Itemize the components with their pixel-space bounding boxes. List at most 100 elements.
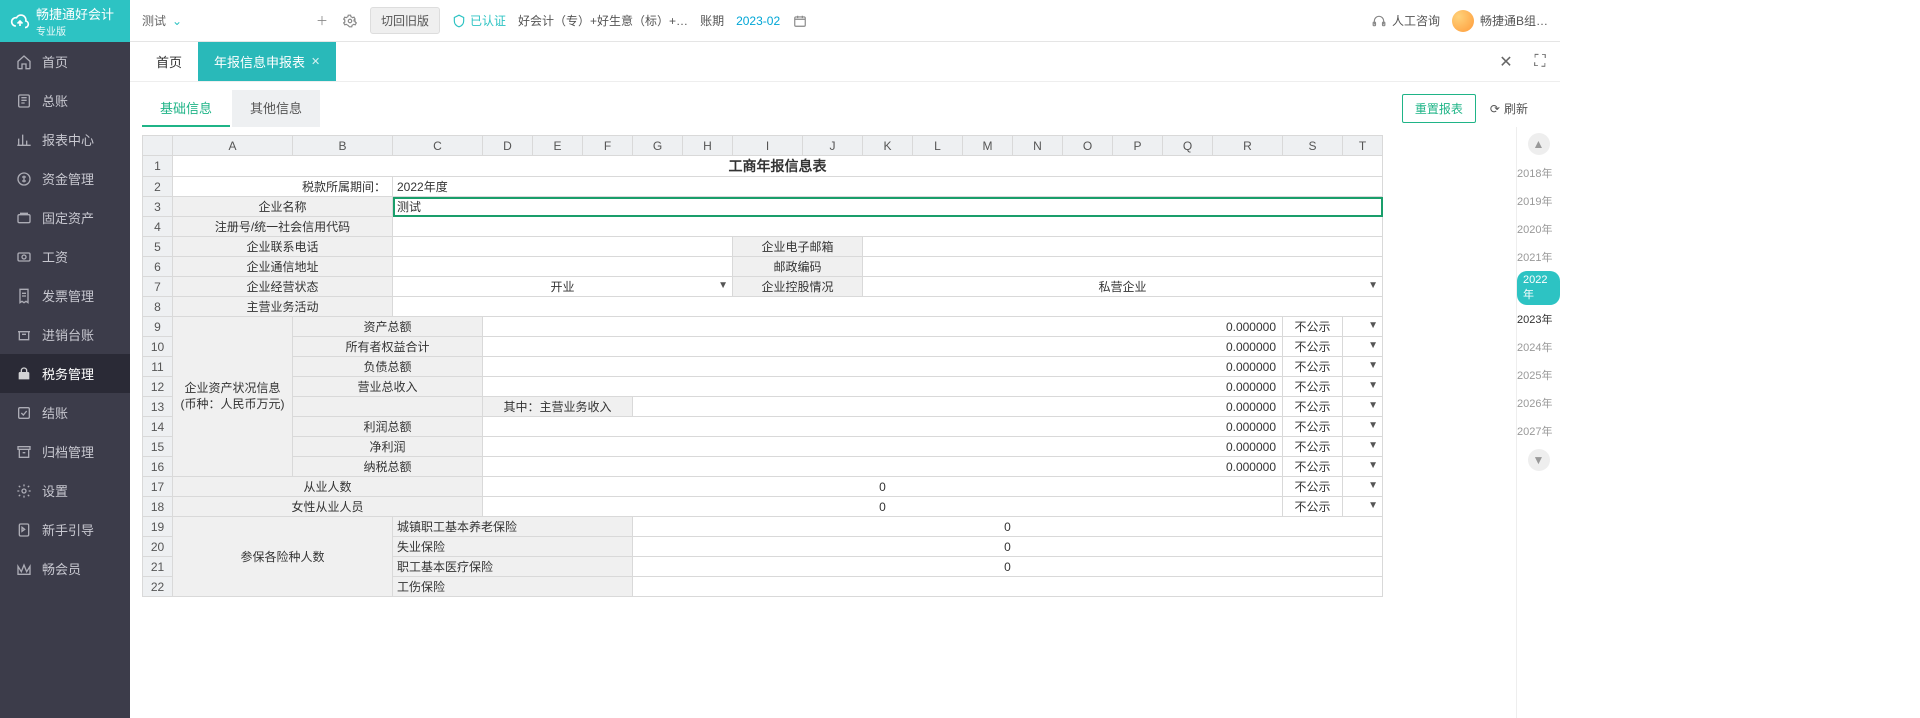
row-header[interactable]: 12 — [143, 377, 173, 397]
company-name-cell[interactable]: 测试 — [393, 197, 1383, 217]
row-header[interactable]: 4 — [143, 217, 173, 237]
caret-cell[interactable]: ▼ — [1343, 417, 1383, 437]
switch-old-button[interactable]: 切回旧版 — [370, 7, 440, 34]
sidebar-item-settings[interactable]: 设置 — [0, 471, 130, 510]
col-header[interactable]: S — [1283, 136, 1343, 156]
disclose-dropdown[interactable]: 不公示 — [1283, 417, 1343, 437]
insurance-value[interactable] — [633, 577, 1383, 597]
row-header[interactable]: 9 — [143, 317, 173, 337]
col-header[interactable]: A — [173, 136, 293, 156]
reset-button[interactable]: 重置报表 — [1402, 94, 1476, 123]
holding-dropdown[interactable]: 私营企业▼ — [863, 277, 1383, 297]
sidebar-item-report[interactable]: 报表中心 — [0, 120, 130, 159]
certified-badge[interactable]: 已认证 — [452, 12, 506, 29]
sidebar-item-invoice[interactable]: 发票管理 — [0, 276, 130, 315]
employees-value[interactable]: 0 — [483, 477, 1283, 497]
period-selector[interactable]: 2023-02 — [736, 14, 780, 28]
sidebar-item-tax[interactable]: 税务管理 — [0, 354, 130, 393]
col-header[interactable]: N — [1013, 136, 1063, 156]
col-header[interactable]: F — [583, 136, 633, 156]
col-header[interactable]: D — [483, 136, 533, 156]
metric-value[interactable]: 0.000000 — [483, 417, 1283, 437]
caret-cell[interactable]: ▼ — [1343, 317, 1383, 337]
disclose-dropdown[interactable]: 不公示 — [1283, 437, 1343, 457]
year-item[interactable]: 2020年 — [1517, 215, 1560, 243]
row-header[interactable]: 16 — [143, 457, 173, 477]
row-header[interactable]: 2 — [143, 177, 173, 197]
row-header[interactable]: 13 — [143, 397, 173, 417]
disclose-dropdown[interactable]: 不公示 — [1283, 337, 1343, 357]
metric-value[interactable]: 0.000000 — [483, 337, 1283, 357]
caret-cell[interactable]: ▼ — [1343, 337, 1383, 357]
caret-cell[interactable]: ▼ — [1343, 477, 1383, 497]
sidebar-item-fund[interactable]: 资金管理 — [0, 159, 130, 198]
calendar-icon[interactable] — [792, 13, 808, 29]
disclose-dropdown[interactable]: 不公示 — [1283, 457, 1343, 477]
col-header[interactable]: O — [1063, 136, 1113, 156]
row-header[interactable]: 18 — [143, 497, 173, 517]
subtab-other[interactable]: 其他信息 — [232, 90, 320, 127]
metric-value[interactable]: 0.000000 — [483, 437, 1283, 457]
row-header[interactable]: 14 — [143, 417, 173, 437]
reg-code-cell[interactable] — [393, 217, 1383, 237]
metric-value[interactable]: 0.000000 — [633, 397, 1283, 417]
year-up-icon[interactable]: ▲ — [1528, 133, 1550, 155]
caret-cell[interactable]: ▼ — [1343, 457, 1383, 477]
col-header[interactable]: P — [1113, 136, 1163, 156]
postcode-cell[interactable] — [863, 257, 1383, 277]
year-item[interactable]: 2024年 — [1517, 333, 1560, 361]
row-header[interactable]: 21 — [143, 557, 173, 577]
subtab-basic[interactable]: 基础信息 — [142, 90, 230, 127]
tab-home[interactable]: 首页 — [140, 42, 198, 81]
insurance-value[interactable]: 0 — [633, 517, 1383, 537]
phone-cell[interactable] — [393, 237, 733, 257]
caret-cell[interactable]: ▼ — [1343, 437, 1383, 457]
company-selector[interactable]: 测试 ⌄ — [142, 12, 302, 29]
close-icon[interactable]: ✕ — [311, 55, 320, 68]
row-header[interactable]: 8 — [143, 297, 173, 317]
add-icon[interactable]: ＋ — [314, 13, 330, 29]
refresh-button[interactable]: ⟳ 刷新 — [1490, 100, 1528, 117]
email-cell[interactable] — [863, 237, 1383, 257]
year-item[interactable]: 2027年 — [1517, 417, 1560, 445]
sidebar-item-home[interactable]: 首页 — [0, 42, 130, 81]
sidebar-item-asset[interactable]: 固定资产 — [0, 198, 130, 237]
sheet-scroll[interactable]: A B C D E F G H I J K L M — [130, 127, 1516, 718]
caret-cell[interactable]: ▼ — [1343, 357, 1383, 377]
col-header[interactable]: R — [1213, 136, 1283, 156]
year-item[interactable]: 2022年 — [1517, 271, 1560, 305]
disclose-dropdown[interactable]: 不公示 — [1283, 377, 1343, 397]
row-header[interactable]: 5 — [143, 237, 173, 257]
col-header[interactable]: B — [293, 136, 393, 156]
metric-value[interactable]: 0.000000 — [483, 457, 1283, 477]
row-header[interactable]: 6 — [143, 257, 173, 277]
female-value[interactable]: 0 — [483, 497, 1283, 517]
caret-cell[interactable]: ▼ — [1343, 397, 1383, 417]
disclose-dropdown[interactable]: 不公示 — [1283, 477, 1343, 497]
col-header[interactable]: K — [863, 136, 913, 156]
user-menu[interactable]: 畅捷通B组… — [1452, 10, 1548, 32]
sidebar-item-archive[interactable]: 归档管理 — [0, 432, 130, 471]
main-biz-cell[interactable] — [393, 297, 1383, 317]
row-header[interactable]: 22 — [143, 577, 173, 597]
row-header[interactable]: 20 — [143, 537, 173, 557]
disclose-dropdown[interactable]: 不公示 — [1283, 357, 1343, 377]
sidebar-item-salary[interactable]: 工资 — [0, 237, 130, 276]
sidebar-item-guide[interactable]: 新手引导 — [0, 510, 130, 549]
col-header[interactable]: L — [913, 136, 963, 156]
caret-cell[interactable]: ▼ — [1343, 497, 1383, 517]
year-item[interactable]: 2019年 — [1517, 187, 1560, 215]
disclose-dropdown[interactable]: 不公示 — [1283, 397, 1343, 417]
row-header[interactable]: 15 — [143, 437, 173, 457]
sidebar-item-close[interactable]: 结账 — [0, 393, 130, 432]
close-all-icon[interactable]: ✕ — [1492, 48, 1520, 76]
gear-icon[interactable] — [342, 13, 358, 29]
row-header[interactable]: 1 — [143, 156, 173, 177]
metric-value[interactable]: 0.000000 — [483, 377, 1283, 397]
caret-cell[interactable]: ▼ — [1343, 377, 1383, 397]
row-header[interactable]: 3 — [143, 197, 173, 217]
row-header[interactable]: 7 — [143, 277, 173, 297]
col-header[interactable]: J — [803, 136, 863, 156]
col-header[interactable]: G — [633, 136, 683, 156]
address-cell[interactable] — [393, 257, 733, 277]
